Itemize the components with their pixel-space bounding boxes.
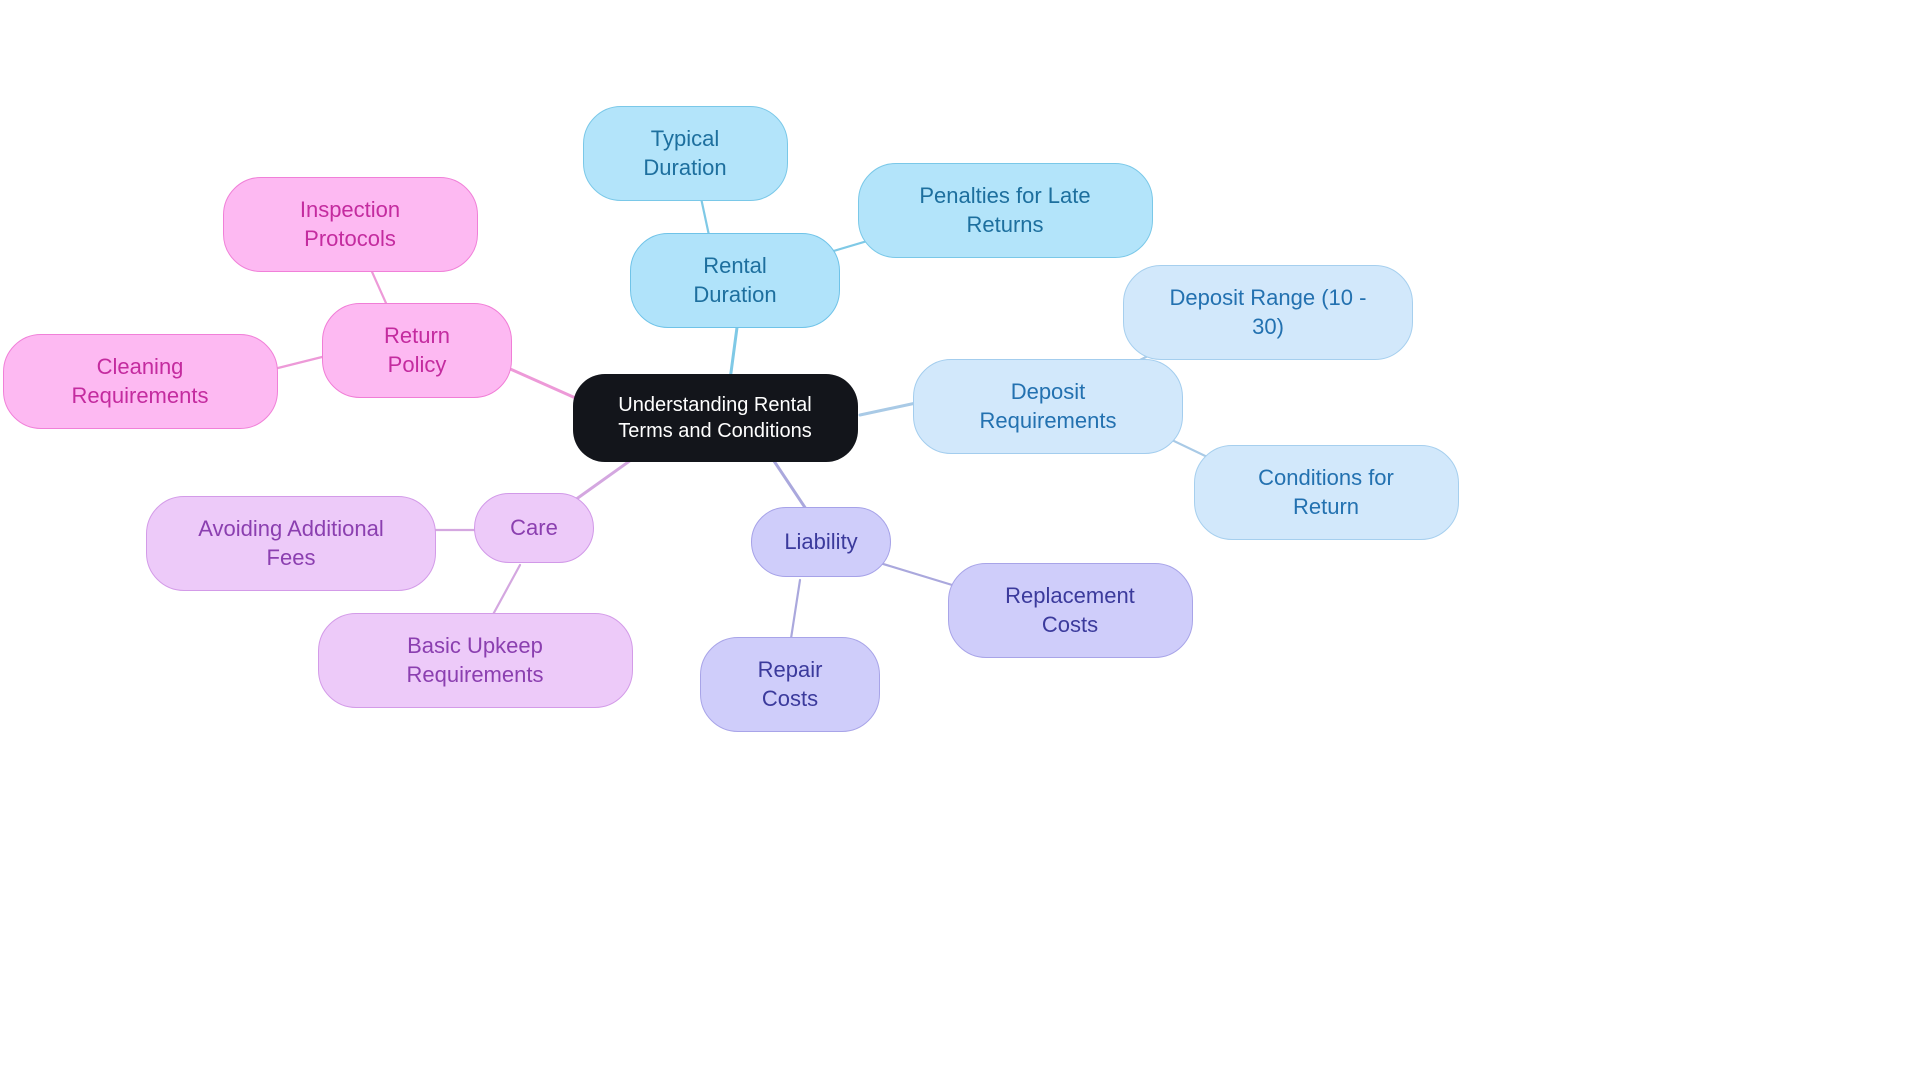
branch-return-policy-label: Return Policy xyxy=(353,322,481,379)
leaf-replacement-costs-label: Replacement Costs xyxy=(979,582,1162,639)
leaf-avoiding-fees-label: Avoiding Additional Fees xyxy=(177,515,405,572)
center-node: Understanding Rental Terms and Condition… xyxy=(573,374,858,462)
leaf-penalties-late: Penalties for Late Returns xyxy=(858,163,1153,258)
leaf-repair-costs: Repair Costs xyxy=(700,637,880,732)
leaf-inspection-protocols: Inspection Protocols xyxy=(223,177,478,272)
leaf-inspection-protocols-label: Inspection Protocols xyxy=(254,196,447,253)
leaf-typical-duration: Typical Duration xyxy=(583,106,788,201)
leaf-penalties-late-label: Penalties for Late Returns xyxy=(889,182,1122,239)
leaf-conditions-return: Conditions for Return xyxy=(1194,445,1459,540)
leaf-deposit-range: Deposit Range (10 - 30) xyxy=(1123,265,1413,360)
leaf-avoiding-fees: Avoiding Additional Fees xyxy=(146,496,436,591)
branch-deposit-req: Deposit Requirements xyxy=(913,359,1183,454)
branch-liability: Liability xyxy=(751,507,891,577)
leaf-typical-duration-label: Typical Duration xyxy=(614,125,757,182)
branch-return-policy: Return Policy xyxy=(322,303,512,398)
leaf-conditions-return-label: Conditions for Return xyxy=(1225,464,1428,521)
leaf-deposit-range-label: Deposit Range (10 - 30) xyxy=(1154,284,1382,341)
leaf-cleaning-req-label: Cleaning Requirements xyxy=(34,353,247,410)
branch-care: Care xyxy=(474,493,594,563)
branch-deposit-req-label: Deposit Requirements xyxy=(944,378,1152,435)
leaf-basic-upkeep: Basic Upkeep Requirements xyxy=(318,613,633,708)
branch-liability-label: Liability xyxy=(784,528,857,557)
leaf-replacement-costs: Replacement Costs xyxy=(948,563,1193,658)
branch-care-label: Care xyxy=(510,514,558,543)
branch-rental-duration: Rental Duration xyxy=(630,233,840,328)
leaf-cleaning-req: Cleaning Requirements xyxy=(3,334,278,429)
center-node-label: Understanding Rental Terms and Condition… xyxy=(603,392,828,444)
leaf-basic-upkeep-label: Basic Upkeep Requirements xyxy=(349,632,602,689)
branch-rental-duration-label: Rental Duration xyxy=(661,252,809,309)
leaf-repair-costs-label: Repair Costs xyxy=(731,656,849,713)
